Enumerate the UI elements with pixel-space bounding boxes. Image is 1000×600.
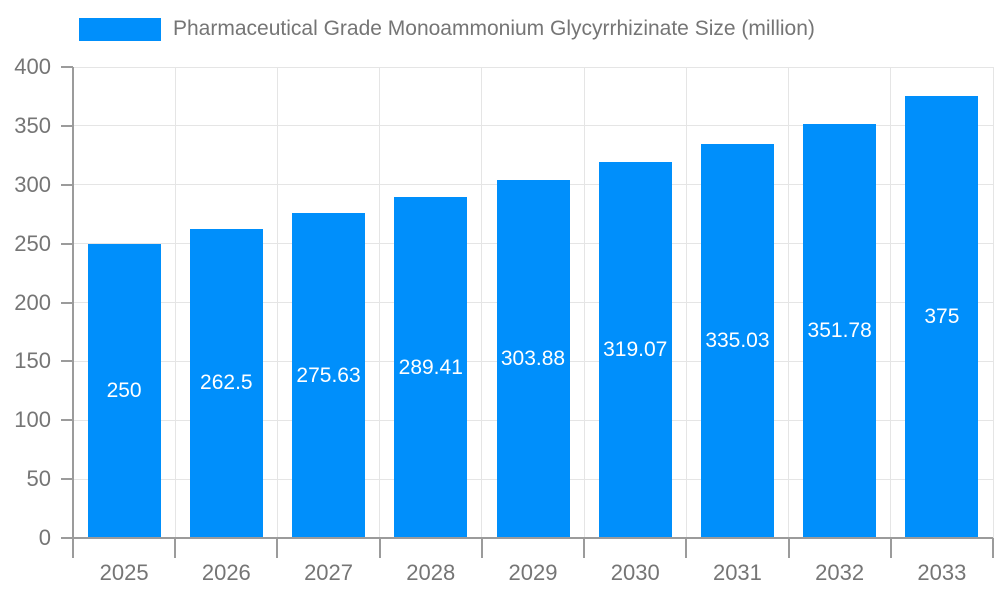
y-tick (61, 419, 73, 422)
x-tick (889, 538, 892, 558)
bar-value-label: 375 (924, 305, 960, 329)
bar-value-label: 289.41 (398, 355, 463, 379)
x-tick-label: 2026 (201, 560, 251, 585)
x-gridline (788, 67, 790, 538)
x-tick-label: 2032 (815, 560, 865, 585)
x-tick (685, 538, 688, 558)
bar-value-label: 275.63 (296, 363, 361, 387)
x-tick-label: 2028 (406, 560, 456, 585)
bar-2030[interactable] (598, 162, 672, 538)
x-tick-label: 2029 (508, 560, 558, 585)
bar-value-label: 250 (106, 378, 142, 402)
x-gridline (992, 67, 994, 538)
x-gridline (276, 67, 278, 538)
x-tick-label: 2025 (99, 560, 149, 585)
bar-value-label: 262.5 (200, 371, 253, 395)
y-tick-label: 150 (14, 348, 51, 374)
y-tick (61, 478, 73, 481)
legend-label: Pharmaceutical Grade Monoammonium Glycyr… (173, 17, 815, 40)
x-tick-label: 2027 (304, 560, 354, 585)
x-gridline (481, 67, 483, 538)
bar-2027[interactable] (292, 213, 366, 538)
bar-2032[interactable] (803, 123, 877, 538)
x-tick (787, 538, 790, 558)
x-gridline (379, 67, 381, 538)
y-tick-label: 400 (14, 54, 51, 79)
y-tick (61, 301, 73, 304)
x-tick-label: 2031 (712, 560, 762, 585)
x-gridline (685, 67, 687, 538)
bar-value-label: 351.78 (807, 318, 872, 342)
plot-area: 0 50 100 150 200 250 300 350 400 250 2025 262.5 2026… (14, 54, 994, 585)
y-tick-label: 100 (14, 407, 51, 433)
bar-2029[interactable] (496, 180, 570, 538)
y-gridline (73, 125, 993, 127)
x-tick (583, 538, 586, 558)
y-tick (61, 360, 73, 363)
legend-item[interactable]: Pharmaceutical Grade Monoammonium Glycyr… (79, 17, 815, 41)
x-tick (276, 538, 279, 558)
bar-2031[interactable] (700, 143, 774, 538)
bar-2033[interactable] (905, 96, 979, 538)
x-gridline (583, 67, 585, 538)
y-tick-label: 0 (38, 525, 51, 550)
x-gridline (174, 67, 176, 538)
x-gridline (890, 67, 892, 538)
bar-2028[interactable] (394, 197, 468, 538)
y-gridline (73, 66, 993, 68)
y-tick-label: 300 (14, 171, 51, 197)
bar-2026[interactable] (189, 228, 263, 538)
y-axis-line (72, 67, 74, 558)
bar-2025[interactable] (87, 243, 161, 538)
y-tick-label: 250 (14, 230, 51, 256)
x-tick-label: 2033 (917, 560, 967, 585)
bar-value-label: 303.88 (500, 347, 566, 371)
y-tick-label: 350 (14, 112, 51, 138)
x-axis-line (73, 537, 993, 539)
y-tick-label: 50 (26, 466, 51, 492)
x-tick-label: 2030 (610, 560, 660, 585)
legend-swatch (79, 17, 161, 41)
x-tick (174, 538, 177, 558)
y-tick (61, 537, 73, 539)
y-tick (61, 242, 73, 245)
y-tick (61, 124, 73, 127)
bar-value-label: 335.03 (705, 328, 770, 352)
bar-value-label: 319.07 (603, 338, 668, 362)
x-tick (992, 538, 994, 558)
x-tick (378, 538, 381, 558)
x-tick (480, 538, 483, 558)
y-tick-label: 200 (14, 289, 51, 315)
y-tick (61, 66, 73, 68)
x-tick (72, 538, 74, 558)
y-tick (61, 183, 73, 186)
